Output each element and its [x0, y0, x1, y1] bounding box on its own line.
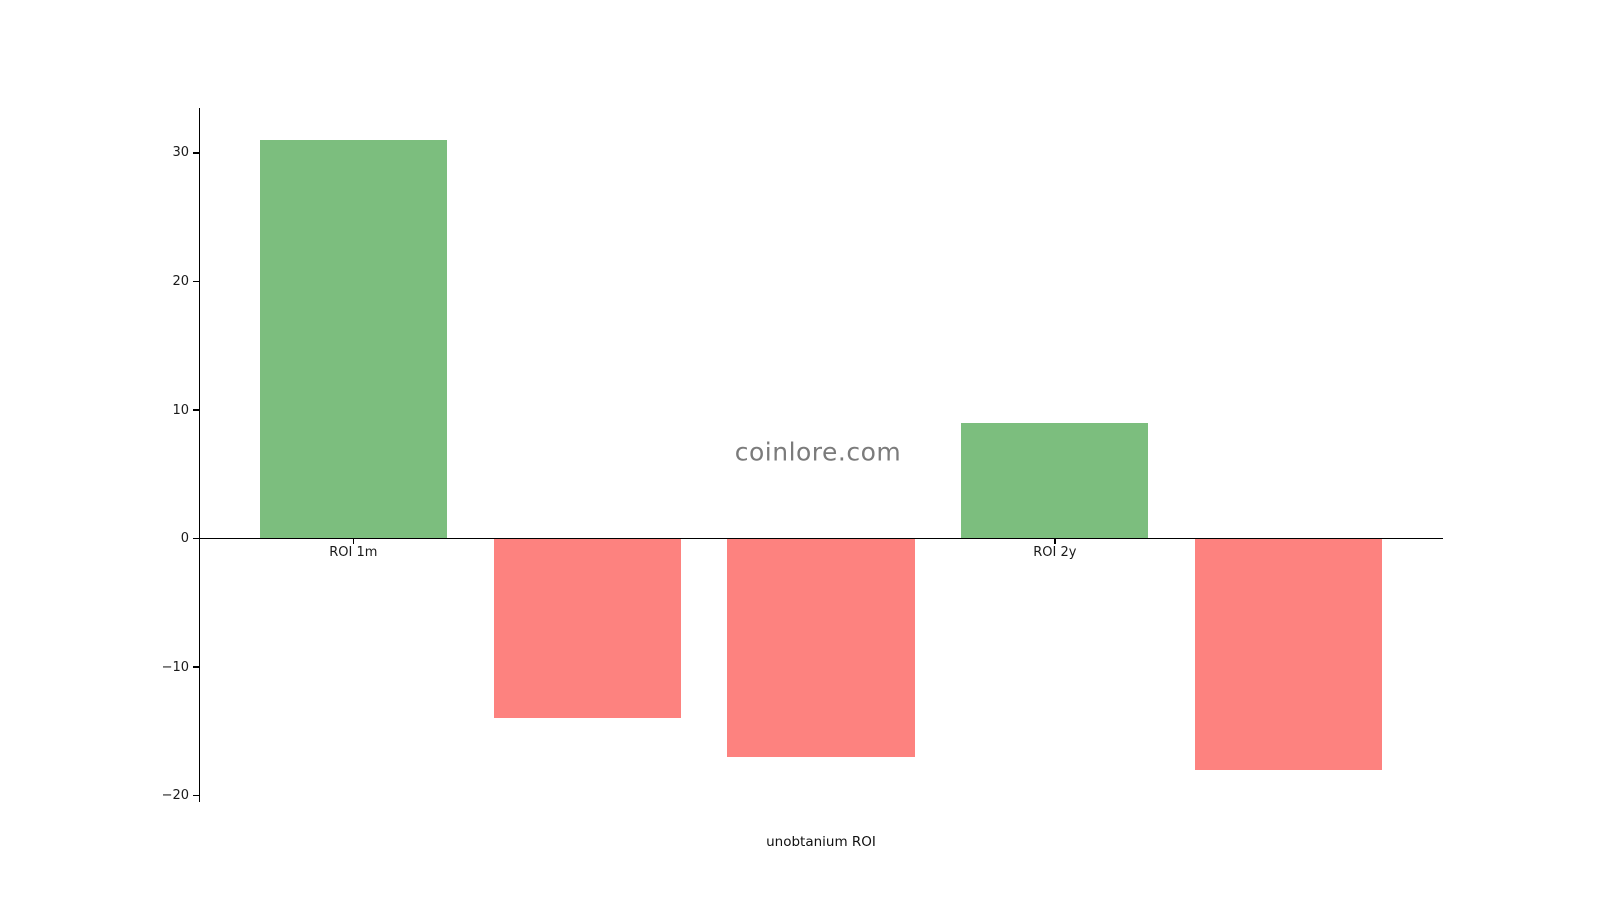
x-tick-label: ROI 2y: [1033, 544, 1077, 560]
y-tick-label: 0: [180, 531, 189, 547]
x-axis-title: unobtanium ROI: [766, 834, 876, 850]
watermark-text: coinlore.com: [734, 437, 902, 467]
y-tick-mark: [193, 537, 200, 540]
x-tick-mark: [352, 538, 355, 544]
y-tick-mark: [193, 152, 200, 154]
y-tick-label: 20: [172, 274, 189, 289]
y-tick-mark: [193, 794, 200, 797]
x-axis-line: [199, 537, 1443, 540]
y-tick-mark: [193, 409, 200, 411]
y-tick-label: 30: [172, 145, 189, 161]
y-tick-mark: [193, 280, 200, 283]
bar-series-4: [1195, 538, 1383, 770]
y-tick-label: 10: [172, 402, 189, 418]
y-axis-line: [199, 108, 201, 802]
bar-series-2: [727, 538, 915, 757]
x-tick-mark: [1054, 538, 1056, 544]
x-tick-label: ROI 1m: [329, 544, 378, 560]
y-tick-label: −20: [161, 788, 189, 804]
y-tick-mark: [193, 666, 200, 668]
y-tick-label: −10: [161, 659, 189, 675]
bar-roi-2y: [961, 422, 1149, 539]
bar-roi-1m: [259, 140, 447, 539]
bar-series-1: [493, 538, 681, 719]
